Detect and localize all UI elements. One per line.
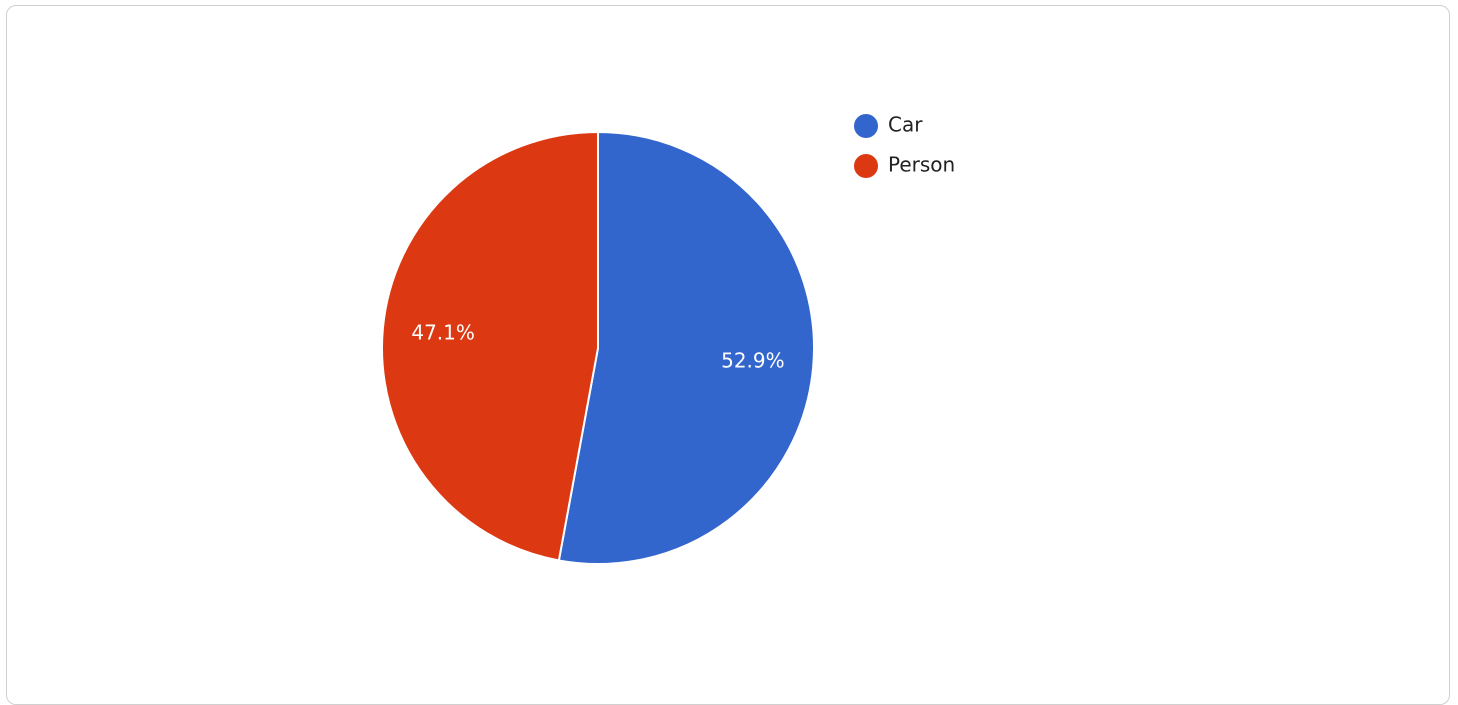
legend-item-person[interactable]: Person [854,153,955,179]
pie-slices [381,130,815,565]
legend-label-person: Person [888,153,955,177]
legend-label-car: Car [888,113,923,137]
pie-slice-car[interactable] [557,130,815,565]
legend-swatch-car [854,114,878,138]
slice-label-person: 47.1% [411,320,475,344]
legend: Car Person [854,113,955,179]
pie-slice-labels: 52.9% 47.1% [411,320,784,372]
pie-slice-person[interactable] [381,130,599,562]
legend-swatch-person [854,154,878,178]
slice-label-car: 52.9% [721,349,785,373]
legend-item-car[interactable]: Car [854,113,923,139]
